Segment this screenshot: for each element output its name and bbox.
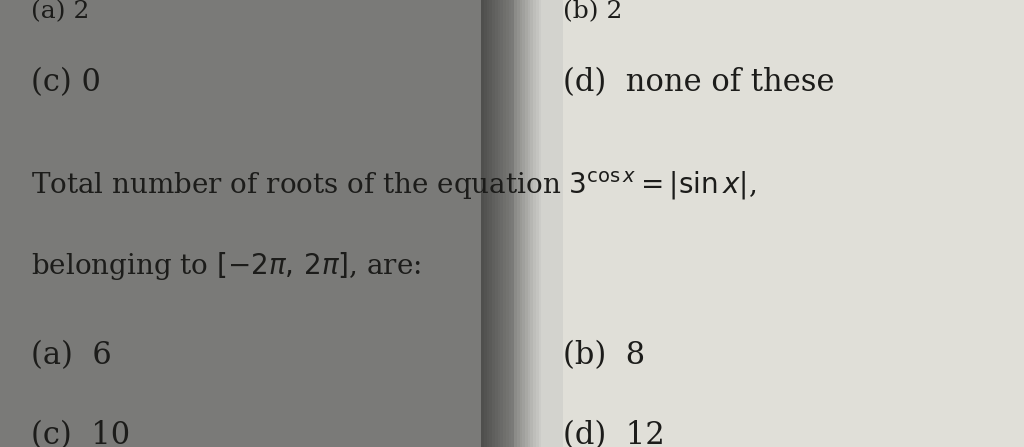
Bar	[544, 0, 547, 447]
Bar	[522, 0, 525, 447]
Bar	[486, 0, 489, 447]
Bar	[534, 0, 536, 447]
Bar	[495, 0, 498, 447]
Bar	[539, 0, 542, 447]
Text: (b)  8: (b) 8	[563, 340, 645, 371]
Bar	[558, 0, 560, 447]
Text: (a) 2: (a) 2	[31, 0, 89, 23]
Bar	[484, 0, 486, 447]
Bar	[560, 0, 563, 447]
Bar	[501, 0, 503, 447]
Bar	[563, 0, 1024, 447]
Bar	[0, 0, 481, 447]
Bar	[511, 0, 514, 447]
Text: (a)  6: (a) 6	[31, 340, 112, 371]
Bar	[552, 0, 555, 447]
Bar	[550, 0, 552, 447]
Bar	[547, 0, 550, 447]
Text: (b) 2: (b) 2	[563, 0, 623, 23]
Bar	[519, 0, 522, 447]
Text: (d)  12: (d) 12	[563, 420, 665, 447]
Bar	[555, 0, 558, 447]
Bar	[517, 0, 519, 447]
Bar	[481, 0, 484, 447]
Bar	[542, 0, 544, 447]
Text: Total number of roots of the equation $3^{\mathrm{cos}\,x} = |\sin x|$,: Total number of roots of the equation $3…	[31, 170, 756, 202]
Text: (c)  10: (c) 10	[31, 420, 130, 447]
Text: belonging to $[-2\pi,\, 2\pi]$, are:: belonging to $[-2\pi,\, 2\pi]$, are:	[31, 250, 421, 283]
Bar	[536, 0, 539, 447]
Bar	[527, 0, 530, 447]
Bar	[509, 0, 511, 447]
Bar	[530, 0, 534, 447]
Bar	[493, 0, 495, 447]
Text: (d)  none of these: (d) none of these	[563, 67, 835, 98]
Bar	[498, 0, 501, 447]
Bar	[489, 0, 493, 447]
Bar	[525, 0, 527, 447]
Text: (c) 0: (c) 0	[31, 67, 100, 98]
Bar	[506, 0, 509, 447]
Bar	[503, 0, 506, 447]
Bar	[514, 0, 517, 447]
